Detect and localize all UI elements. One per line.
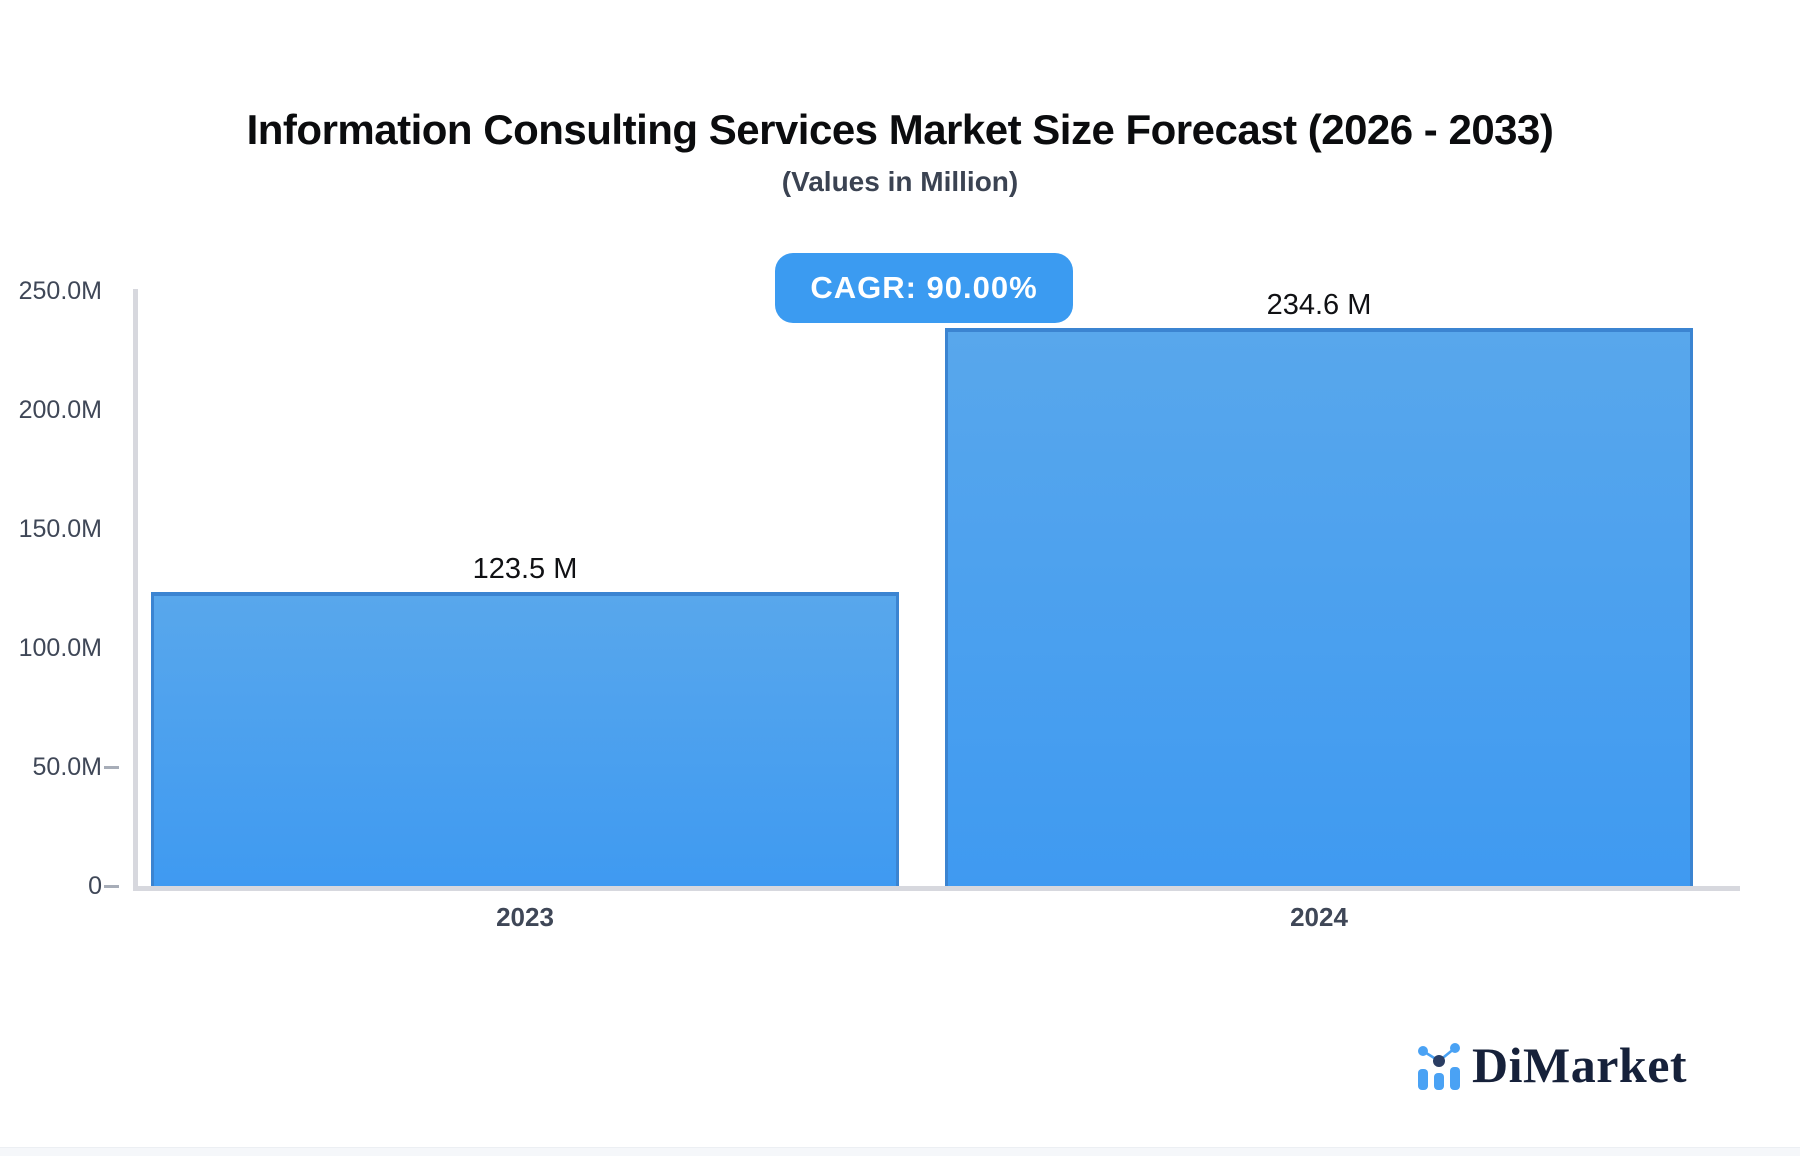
footer-strip (0, 1147, 1800, 1156)
dimarket-logo: DiMarket (1416, 1040, 1687, 1090)
bar-2024[interactable] (945, 328, 1693, 886)
y-tick-label: 150.0M (18, 515, 102, 543)
y-tick-mark (104, 885, 119, 888)
x-tick-label-2024: 2024 (1290, 902, 1348, 932)
x-tick-label-2023: 2023 (496, 902, 554, 932)
cagr-badge: CAGR: 90.00% (775, 253, 1073, 323)
bar-2023[interactable] (151, 592, 899, 886)
dimarket-logo-text: DiMarket (1472, 1037, 1688, 1093)
y-tick-label: 250.0M (18, 277, 102, 305)
y-tick-label: 50.0M (32, 753, 102, 781)
x-axis-line (133, 886, 1740, 891)
bar-value-label-2023: 123.5 M (472, 553, 578, 585)
chart-subtitle: (Values in Million) (781, 166, 1019, 197)
bar-value-label-2024: 234.6 M (1266, 289, 1372, 321)
cagr-badge-label: CAGR: 90.00% (810, 270, 1038, 305)
y-axis-line (133, 289, 138, 891)
chart-title: Information Consulting Services Market S… (246, 106, 1554, 153)
y-tick-mark (104, 766, 119, 769)
bar-chart-logo-icon (1418, 1043, 1460, 1090)
y-tick-label: 100.0M (18, 634, 102, 662)
y-tick-label: 0 (88, 872, 102, 900)
y-tick-label: 200.0M (18, 396, 102, 424)
